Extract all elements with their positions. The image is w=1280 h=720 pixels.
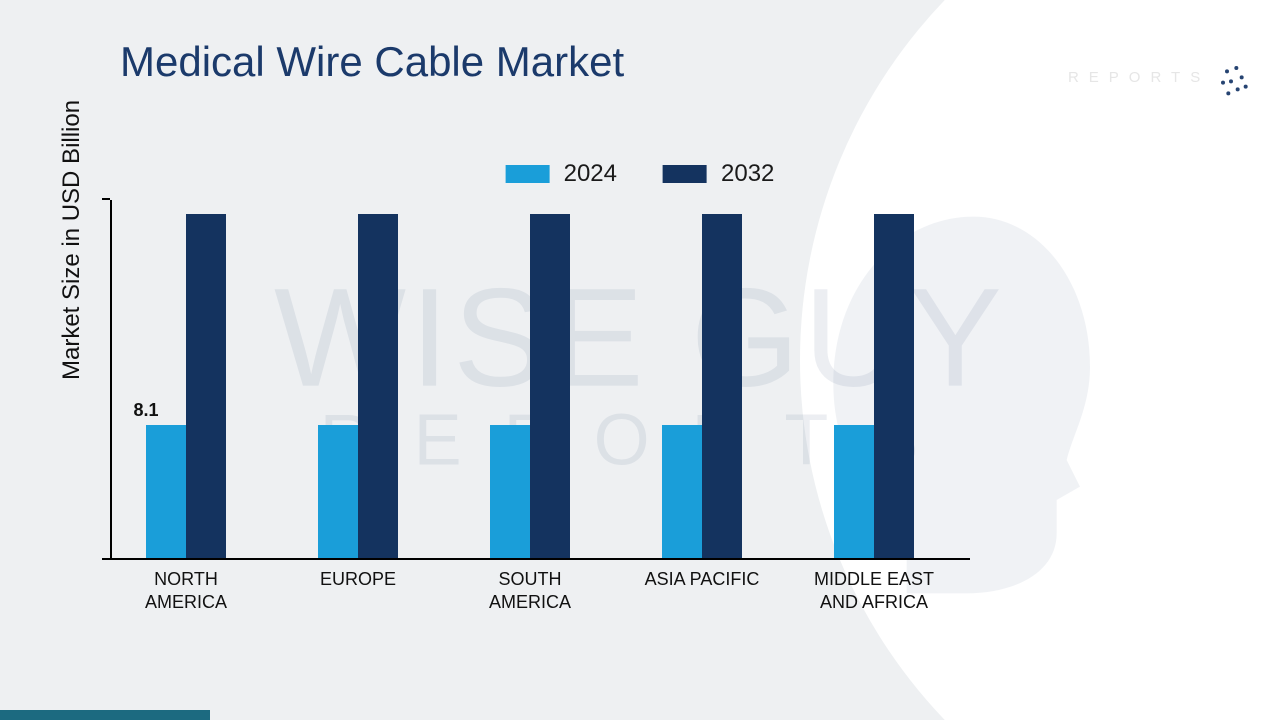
- logo-head-icon: [1192, 48, 1262, 128]
- bar: [186, 214, 226, 558]
- bar: [834, 425, 874, 558]
- bar-group: NORTH AMERICA8.1: [146, 214, 226, 558]
- y-axis-line: [110, 200, 112, 560]
- bar-group: SOUTH AMERICA: [490, 214, 570, 558]
- legend-swatch-2024: [506, 165, 550, 183]
- bar: [146, 425, 186, 558]
- bar: [530, 214, 570, 558]
- bar-group: ASIA PACIFIC: [662, 214, 742, 558]
- bar-group: MIDDLE EAST AND AFRICA: [834, 214, 914, 558]
- x-axis-line: [110, 558, 970, 560]
- chart-canvas: WISE GUY REPORTS WISE GUY REPORTS Medica…: [0, 0, 1280, 720]
- accent-bar: [0, 710, 210, 720]
- category-label: EUROPE: [288, 568, 428, 591]
- y-tick: [102, 558, 110, 560]
- bar: [318, 425, 358, 558]
- y-tick: [102, 198, 110, 200]
- legend-item-2024: 2024: [506, 160, 617, 188]
- plot-area: NORTH AMERICA8.1 EUROPE SOUTH AMERICA ASIA …: [110, 200, 970, 560]
- legend-swatch-2032: [663, 165, 707, 183]
- bar: [874, 214, 914, 558]
- bar-group: EUROPE: [318, 214, 398, 558]
- legend-label-2032: 2032: [721, 160, 774, 188]
- y-axis-label: Market Size in USD Billion: [58, 100, 86, 380]
- bar: [490, 425, 530, 558]
- bar-value-label: 8.1: [96, 400, 196, 421]
- chart-title: Medical Wire Cable Market: [120, 38, 624, 86]
- bar: [358, 214, 398, 558]
- category-label: ASIA PACIFIC: [632, 568, 772, 591]
- bar: [662, 425, 702, 558]
- legend-item-2032: 2032: [663, 160, 774, 188]
- brand-logo: WISE GUY REPORTS: [1068, 30, 1256, 85]
- category-label: SOUTH AMERICA: [460, 568, 600, 613]
- legend-label-2024: 2024: [564, 160, 617, 188]
- bar: [702, 214, 742, 558]
- legend: 2024 2032: [506, 160, 775, 188]
- category-label: NORTH AMERICA: [116, 568, 256, 613]
- category-label: MIDDLE EAST AND AFRICA: [804, 568, 944, 613]
